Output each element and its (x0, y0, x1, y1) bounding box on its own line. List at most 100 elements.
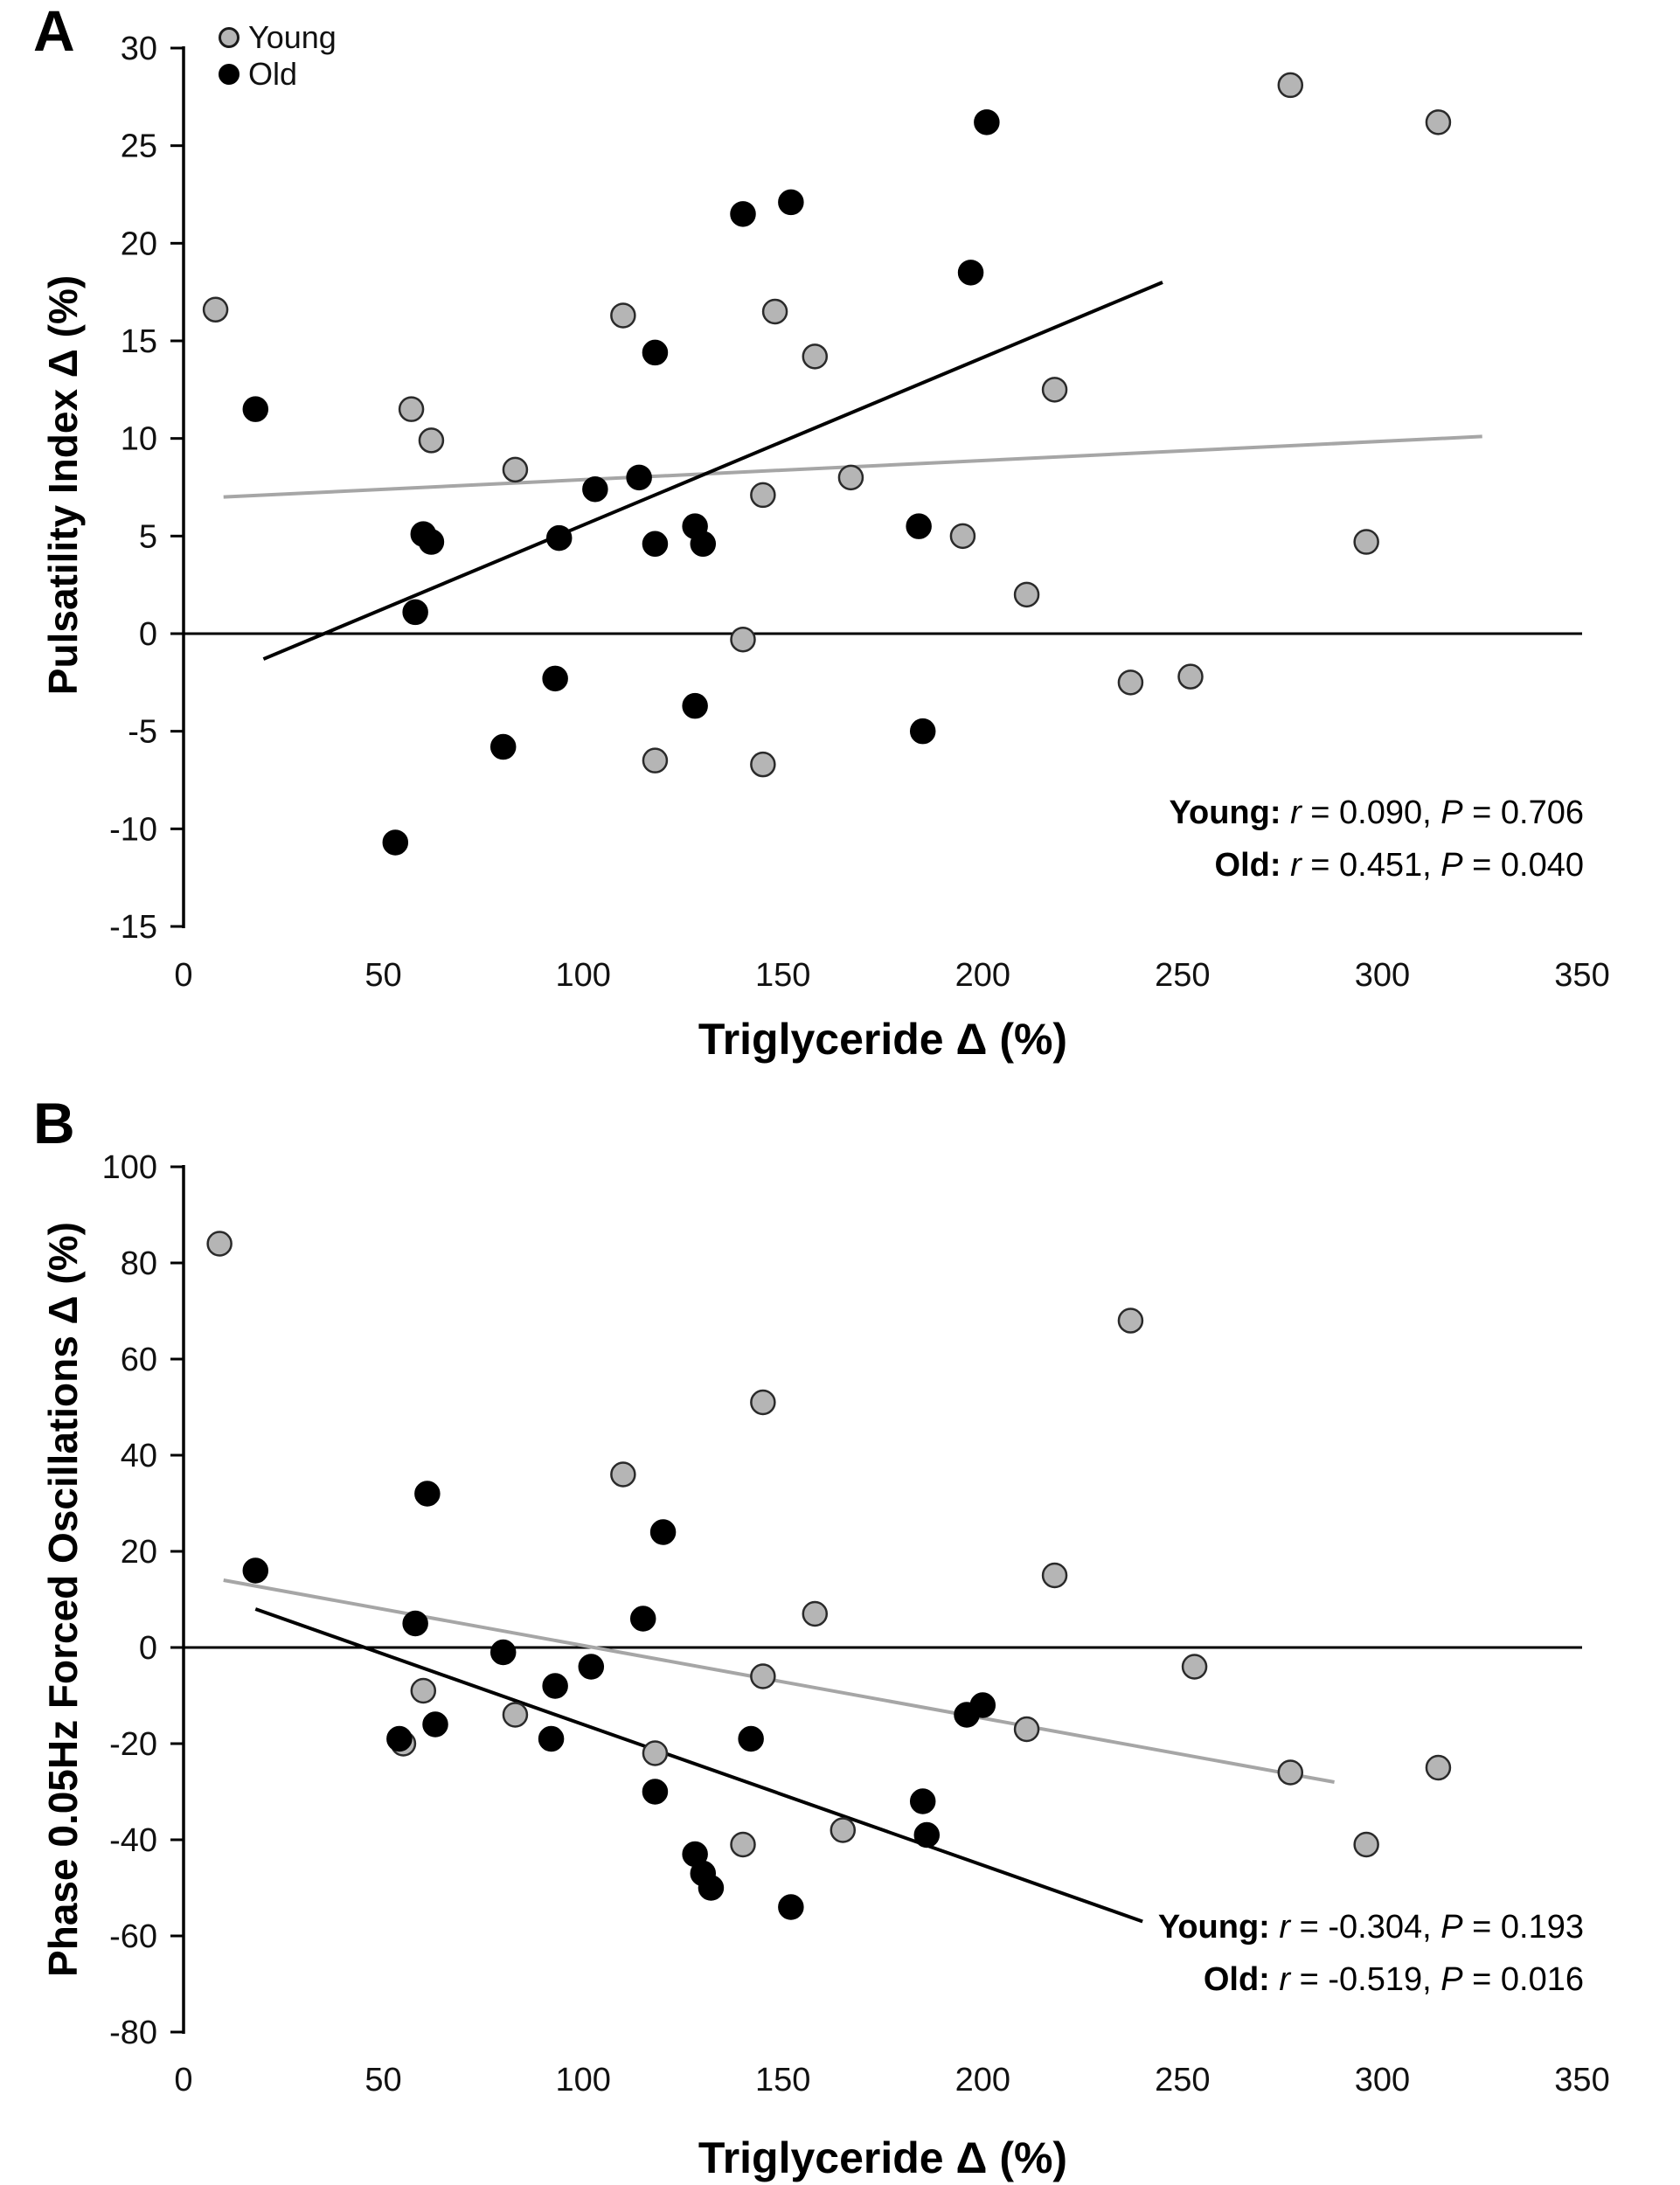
data-point-young (1117, 1308, 1144, 1334)
data-point-young (202, 296, 229, 323)
x-tick-label: 150 (755, 2062, 810, 2098)
legend-label-young: Young (248, 19, 337, 55)
y-tick-label: 10 (121, 421, 157, 458)
data-point-old (642, 339, 669, 366)
y-tick-label: 30 (121, 31, 157, 67)
data-point-old (698, 1875, 725, 1901)
x-tick-label: 50 (364, 2062, 401, 2098)
y-tick-label: -15 (109, 909, 157, 946)
old-marker-icon (219, 64, 240, 85)
data-point-young (642, 1740, 669, 1766)
data-point-old (909, 1788, 936, 1814)
data-point-young (750, 482, 776, 509)
y-tick-label: 20 (121, 225, 157, 262)
data-point-young (1181, 1654, 1208, 1680)
y-tick-label: -20 (109, 1726, 157, 1763)
data-point-young (802, 1600, 829, 1627)
data-point-young (761, 298, 788, 325)
data-point-young (1013, 581, 1040, 608)
legend: Young Old (219, 19, 337, 93)
y-tick-label: -10 (109, 811, 157, 848)
data-point-young (750, 1389, 776, 1416)
data-point-young (1353, 529, 1379, 555)
young-marker-icon (219, 27, 240, 48)
data-point-old (738, 1725, 764, 1752)
data-point-old (582, 475, 608, 503)
data-point-young (1425, 1754, 1452, 1781)
data-point-old (542, 665, 568, 692)
y-tick-label: 25 (121, 128, 157, 165)
data-point-old (402, 1610, 428, 1637)
x-tick-label: 0 (174, 2062, 192, 2098)
y-tick-label: -60 (109, 1918, 157, 1955)
data-point-old (909, 718, 936, 745)
data-point-young (1117, 669, 1144, 696)
x-tick-label: 300 (1355, 2062, 1410, 2098)
panel-b: -80 -60 -40 -20 0 20 40 60 80 100 0 50 100 150 200 250 3… (0, 1092, 1680, 2185)
x-tick-label: 200 (955, 957, 1010, 994)
stats-line-young-b: Young: r = -0.304, P = 0.193 (1157, 1909, 1584, 1946)
y-tick-label: -80 (109, 2015, 157, 2051)
data-point-old (629, 1606, 656, 1632)
y-tick-label: 15 (121, 323, 157, 360)
data-point-young (837, 464, 864, 491)
trendline-old (254, 1607, 1143, 1924)
data-point-young (750, 1663, 776, 1689)
legend-item-old: Old (219, 56, 337, 93)
scatter-svg-b: -80 -60 -40 -20 0 20 40 60 80 100 0 50 100 150 200 250 3… (102, 1149, 1610, 2098)
data-point-old (489, 1639, 517, 1666)
panel-a-stats: Young: r = 0.090, P = 0.706 Old: r = 0.4… (1169, 787, 1584, 891)
y-tick-label: 60 (121, 1342, 157, 1378)
y-tick-label: -5 (128, 714, 157, 751)
data-point-young (949, 523, 976, 550)
data-point-young (610, 302, 636, 329)
data-point-young (730, 626, 756, 653)
trendline-young (223, 1578, 1335, 1784)
legend-item-young: Young (219, 19, 337, 56)
data-point-old (913, 1821, 941, 1849)
x-tick-label: 0 (174, 957, 192, 994)
data-point-young (1277, 72, 1304, 99)
data-point-old (690, 531, 717, 558)
data-point-old (957, 260, 984, 286)
data-point-young (750, 751, 776, 778)
data-point-old (422, 1711, 448, 1738)
data-point-young (1177, 663, 1204, 690)
panel-b-x-axis-title: Triglyceride Δ (%) (698, 2133, 1068, 2182)
data-point-old (974, 109, 1000, 135)
data-point-old (626, 464, 652, 491)
data-point-young (1013, 1716, 1040, 1743)
data-point-old (489, 733, 517, 760)
x-tick-label: 100 (555, 2062, 610, 2098)
data-point-young (410, 1677, 437, 1704)
data-point-young (1425, 109, 1452, 135)
data-point-young (502, 456, 529, 483)
x-tick-label: 200 (955, 2062, 1010, 2098)
y-tick-label: 20 (121, 1534, 157, 1571)
y-tick-label: 80 (121, 1245, 157, 1282)
data-point-young (1041, 1562, 1068, 1589)
data-point-old (545, 524, 573, 551)
panel-a-letter: A (33, 0, 75, 63)
x-tick-label: 50 (364, 957, 401, 994)
data-point-old (578, 1654, 605, 1680)
y-tick-label: 40 (121, 1438, 157, 1474)
panel-b-letter: B (33, 1091, 75, 1155)
y-tick-label: 5 (139, 518, 157, 555)
data-point-old (642, 531, 669, 558)
trendline-old (262, 281, 1163, 661)
panel-b-y-axis-title: Phase 0.05Hz Forced Oscillations Δ (%) (40, 1222, 86, 1977)
legend-label-old: Old (248, 56, 298, 92)
data-point-young (642, 747, 669, 773)
y-tick-label: 0 (139, 616, 157, 653)
data-point-old (386, 1725, 413, 1752)
data-point-old (242, 1557, 269, 1584)
data-point-old (778, 189, 804, 216)
y-tick-label: -40 (109, 1822, 157, 1859)
data-point-young (398, 396, 425, 422)
data-point-old (778, 1894, 804, 1920)
data-point-young (610, 1461, 636, 1488)
panel-a-y-axis-title: Pulsatility Index Δ (%) (40, 274, 86, 696)
y-tick-label: 0 (139, 1630, 157, 1667)
